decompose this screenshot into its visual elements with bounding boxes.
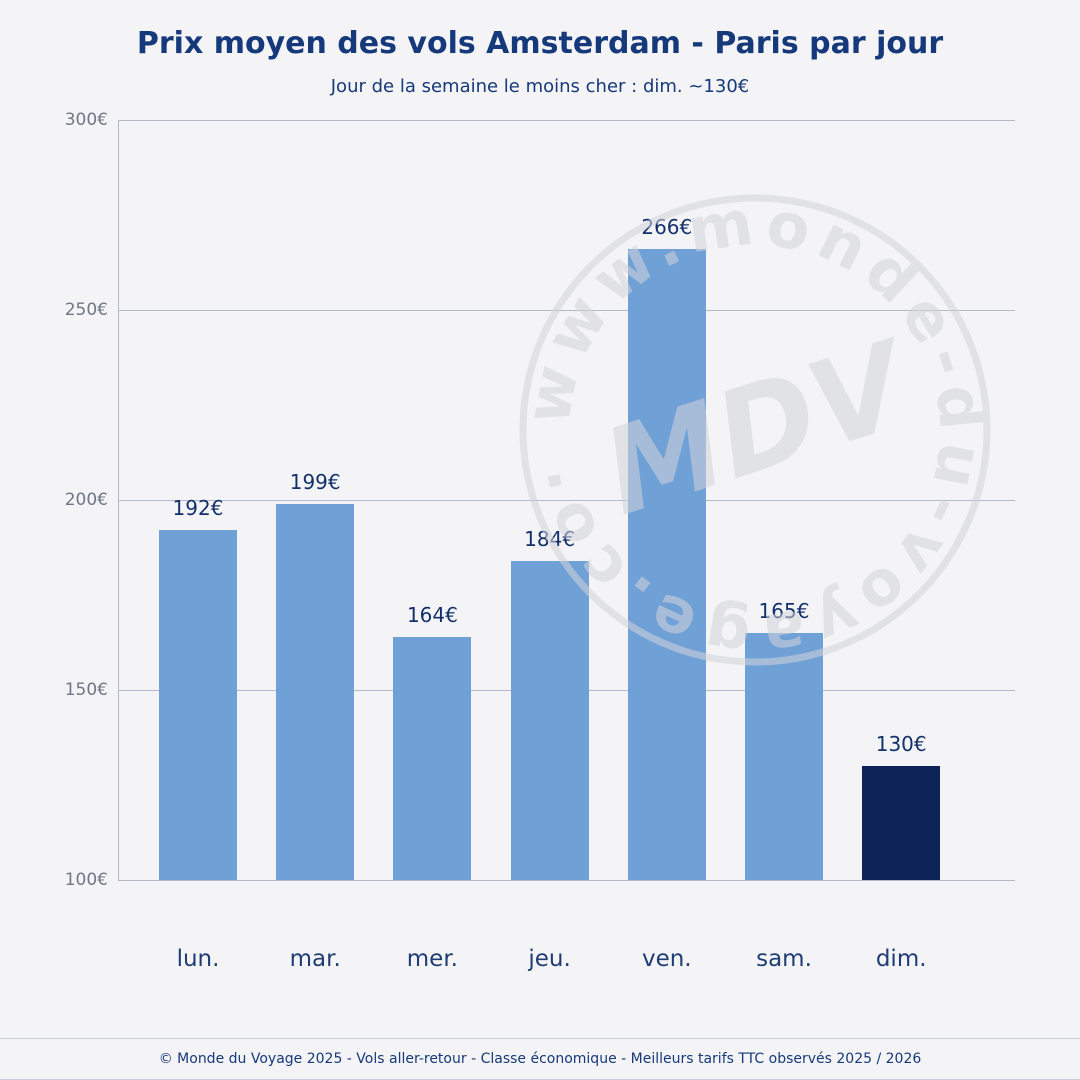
x-axis-label: sam. xyxy=(756,946,812,972)
gridline xyxy=(118,310,1015,311)
chart-title: Prix moyen des vols Amsterdam - Paris pa… xyxy=(136,26,944,61)
bar-ven xyxy=(627,249,706,880)
gridline xyxy=(118,880,1015,881)
y-axis-label: 150€ xyxy=(64,680,108,700)
y-axis-label: 100€ xyxy=(64,870,108,890)
bar-mar xyxy=(276,503,355,880)
footer-text: © Monde du Voyage 2025 - Vols aller-reto… xyxy=(0,1038,1080,1080)
x-axis-label: mar. xyxy=(289,946,341,972)
bar-value-label: 184€ xyxy=(524,526,576,551)
bar-jeu xyxy=(510,560,589,880)
bar-value-label: 164€ xyxy=(406,602,458,627)
bar-value-label: 199€ xyxy=(289,469,341,494)
bar-lun xyxy=(159,530,237,880)
bar-sam xyxy=(745,633,823,880)
x-axis-label: dim. xyxy=(875,946,927,972)
x-axis-label: lun. xyxy=(176,946,220,972)
x-axis-label: jeu. xyxy=(528,946,571,972)
bar-dim xyxy=(862,766,941,880)
bar-value-label: 266€ xyxy=(641,215,693,240)
bar-value-label: 130€ xyxy=(875,732,927,756)
y-axis-label: 300€ xyxy=(64,110,108,130)
bar-mer xyxy=(393,636,472,880)
y-axis-label: 200€ xyxy=(64,490,108,510)
chart-subtitle: Jour de la semaine le moins cher : dim. … xyxy=(330,76,750,97)
gridline xyxy=(118,120,1015,121)
x-axis-label: mer. xyxy=(406,946,458,972)
y-axis-line xyxy=(118,120,119,880)
bar-value-label: 165€ xyxy=(758,599,810,623)
x-axis-label: ven. xyxy=(641,946,692,972)
bar-value-label: 192€ xyxy=(172,496,224,521)
y-axis-label: 250€ xyxy=(64,300,108,320)
